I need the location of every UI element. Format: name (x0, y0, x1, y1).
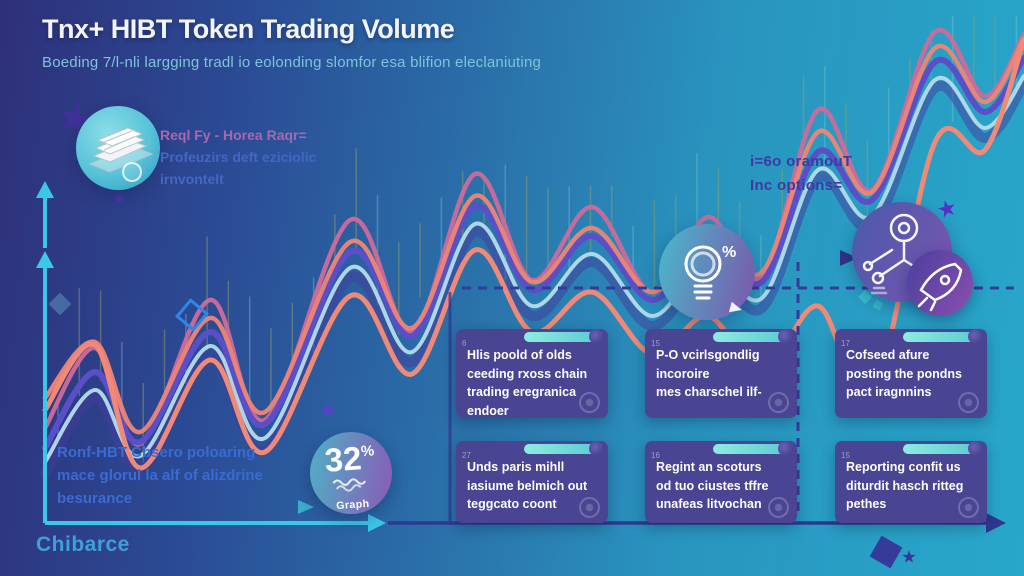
callout-line: Ronf-HBT Cbsero poloaring (57, 444, 256, 461)
card-topbar-cap-icon (589, 329, 604, 344)
card-badge-ring-icon (768, 497, 789, 518)
card-text-line: Cofseed afure (846, 348, 930, 362)
callout-line: Reql Fy - Horea Raqr= (160, 127, 307, 143)
card-topbar-cap-icon (778, 329, 793, 344)
scribble-decoration-icon (332, 478, 367, 492)
card-text-line: trading eregranica (467, 385, 577, 399)
card-text-line: Reporting confit us (846, 460, 961, 474)
info-card-6: 15 Reporting confit us diturdit hasch ri… (835, 441, 987, 523)
percent-badge: 32% Graph (310, 432, 392, 514)
card-text-line: pact iragnnins (846, 385, 932, 399)
card-corner-mark: 15 (841, 451, 850, 460)
magnifier-icon (122, 162, 142, 182)
x-axis-arrow-icon (368, 514, 386, 532)
options-callout: i=6o oramouT Inc options= (750, 150, 852, 198)
card-text-line: endoer (467, 403, 509, 418)
card-text-line: posting the pondns (846, 366, 962, 381)
percent-symbol: % (722, 244, 736, 261)
callout-line: i=6o oramouT (750, 153, 853, 170)
card-badge-ring-icon (768, 392, 789, 413)
card-text-line: P-O vcirlsgondlig (656, 348, 760, 362)
card-topbar (903, 441, 983, 456)
card-text-line: unafeas litvochan (656, 497, 762, 511)
axes (36, 181, 1006, 533)
card-topbar (713, 441, 793, 456)
info-card-2: 15 P-O vcirlsgondlig incoroire mes chars… (645, 329, 797, 418)
card-badge-ring-icon (958, 497, 979, 518)
flow-arrow-icon (986, 513, 1006, 533)
card-topbar (713, 329, 793, 344)
card-text-line: Hlis poold of olds (467, 348, 572, 362)
card-corner-mark: 16 (651, 451, 660, 460)
callout-line: besurance (57, 490, 133, 507)
percent-value: 32% Graph (308, 439, 394, 514)
card-topbar-cap-icon (968, 441, 983, 456)
callout-line: mace glorul la alf of alizdrine (57, 467, 263, 484)
lightbulb-icon: % (684, 244, 736, 300)
rocket-badge (907, 250, 973, 316)
card-text-line: Regint an scoturs (656, 460, 762, 474)
info-card-1: 6 Hlis poold of olds ceeding rxoss chain… (456, 329, 608, 418)
library-badge (76, 106, 160, 190)
info-card-3: 17 Cofseed afure posting the pondns pact… (835, 329, 987, 418)
callout-line: irnvontelt (160, 171, 224, 187)
card-text-line: teggcato coont (467, 497, 557, 511)
percent-number: 32 (323, 439, 363, 479)
y-axis-arrow2-icon (36, 251, 54, 268)
idea-badge: % (659, 224, 755, 320)
wave-indigo-main (42, 55, 1024, 451)
card-text-line: pethes (846, 497, 887, 511)
card-topbar (903, 329, 983, 344)
card-topbar (524, 441, 604, 456)
card-topbar-cap-icon (589, 441, 604, 456)
wave-coral-upper (42, 35, 1024, 435)
insurance-callout: Ronf-HBT Cbsero poloaring mace glorul la… (57, 441, 263, 510)
callout-line: Profeuzirs deft eziciolic (160, 149, 317, 165)
card-text-line: ceeding rxoss chain (467, 366, 588, 381)
card-corner-mark: 15 (651, 339, 660, 348)
card-badge-ring-icon (579, 392, 600, 413)
card-corner-mark: 27 (462, 451, 471, 460)
card-corner-mark: 17 (841, 339, 850, 348)
y-axis-arrow-icon (36, 181, 54, 198)
card-badge-ring-icon (958, 392, 979, 413)
info-card-5: 16 Regint an scoturs od tuo ciustes tffr… (645, 441, 797, 523)
card-text-line: mes charschel ilf- (656, 385, 762, 399)
card-text-line: iasiume belmich out (467, 478, 588, 493)
page-title: Tnx+ HIBT Token Trading Volume (42, 14, 455, 44)
page-subtitle: Boeding 7/l-nli largging tradl io eolond… (42, 54, 542, 71)
card-text-line: diturdit hasch ritteg (846, 478, 964, 493)
card-topbar-cap-icon (968, 329, 983, 344)
card-text-line: od tuo ciustes tffre (656, 478, 769, 493)
card-topbar-cap-icon (778, 441, 793, 456)
callout-line: Inc options= (750, 177, 843, 194)
library-callout: Reql Fy - Horea Raqr= Profeuzirs deft ez… (160, 124, 316, 190)
card-corner-mark: 6 (462, 339, 467, 348)
info-card-4: 27 Unds paris mihll iasiume belmich out … (456, 441, 608, 523)
card-text-line: incoroire (656, 366, 710, 381)
paper-stack-icon (88, 127, 154, 173)
brand-logo: Chibarce (36, 533, 130, 556)
card-topbar (524, 329, 604, 344)
card-badge-ring-icon (579, 497, 600, 518)
percent-unit: % (360, 442, 375, 461)
rocket-icon (917, 262, 963, 312)
card-text-line: Unds paris mihll (467, 460, 565, 474)
